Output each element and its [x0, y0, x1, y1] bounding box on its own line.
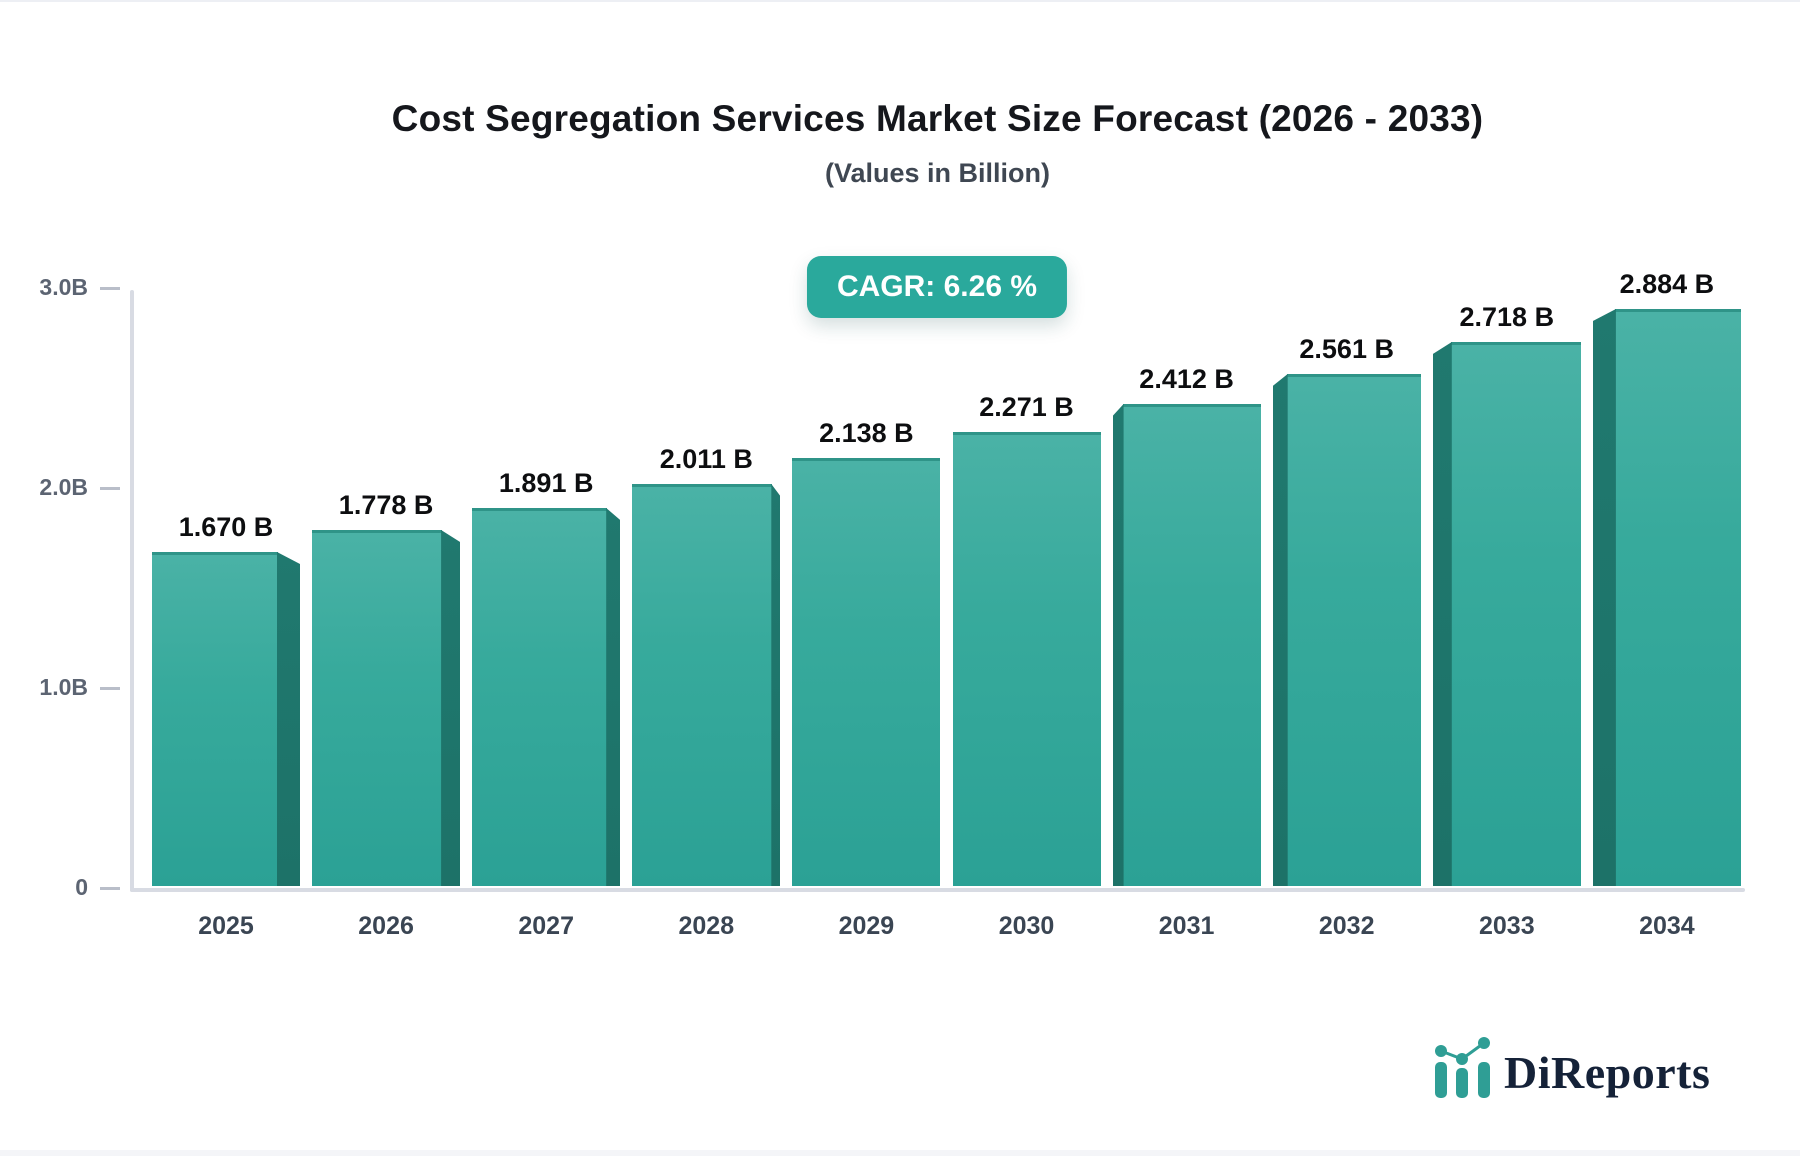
bar-2030 [952, 432, 1101, 886]
bar-value-label-2030: 2.271 B [979, 392, 1074, 422]
x-axis-label-2031: 2031 [1158, 912, 1215, 940]
cagr-badge: CAGR: 6.26 % [806, 256, 1068, 318]
bar-side-3d [1272, 374, 1288, 886]
bar-face [1286, 374, 1421, 886]
bar-side-3d [1112, 404, 1124, 886]
y-axis-line [130, 290, 134, 892]
bar-2029 [792, 458, 941, 886]
x-axis-label-2025: 2025 [198, 912, 254, 940]
bar-value-label-2028: 2.011 B [659, 444, 753, 474]
y-tick-mark [100, 487, 120, 490]
bar-face [312, 530, 443, 886]
bar-2034 [1592, 309, 1741, 886]
bar-value-label-2032: 2.561 B [1299, 334, 1394, 364]
bar-2028 [632, 484, 781, 886]
bar-value-label-2029: 2.138 B [819, 418, 914, 448]
bar-2033 [1432, 342, 1581, 886]
bar-side-3d [277, 552, 300, 886]
bar-value-label-2025: 1.670 B [178, 512, 274, 542]
direports-logo-icon [1435, 1037, 1490, 1098]
bar-side-3d [1592, 309, 1616, 886]
bar-2025 [152, 552, 300, 886]
x-axis-label-2030: 2030 [998, 912, 1055, 940]
x-axis-label-2034: 2034 [1639, 912, 1695, 940]
x-axis-line [130, 888, 1745, 892]
plot-area: 3.0B 2.0B 1.0B 0 1.670 B 1.778 B 1.891 B 2.011… [39, 269, 1745, 940]
bar-2031 [1112, 404, 1261, 886]
bar-2026 [312, 530, 461, 886]
x-axis-label-2027: 2027 [518, 912, 574, 940]
bar-value-label-2033: 2.718 B [1459, 302, 1555, 332]
bar-face [1450, 342, 1581, 886]
chart-subtitle: (Values in Billion) [824, 158, 1051, 188]
y-tick-mark [100, 887, 120, 890]
bar-side-3d [1432, 342, 1452, 886]
bar-side-3d [606, 508, 621, 886]
y-tick-label: 3.0B [39, 274, 88, 300]
y-tick-mark [100, 687, 120, 690]
x-axis-label-2032: 2032 [1318, 912, 1375, 940]
chart-title: Cost Segregation Services Market Size Fo… [391, 98, 1484, 139]
x-axis-label-2026: 2026 [358, 912, 414, 940]
bar-value-label-2034: 2.884 B [1619, 269, 1715, 299]
y-tick-label: 2.0B [39, 474, 88, 500]
bar-face [1614, 309, 1741, 886]
bar-side-3d [771, 484, 781, 886]
x-axis-label-2028: 2028 [678, 912, 735, 940]
bar-value-label-2031: 2.412 B [1139, 364, 1234, 394]
x-axis-label-2033: 2033 [1478, 912, 1535, 940]
bar-face [472, 508, 608, 886]
y-tick-label: 0 [75, 874, 88, 900]
direports-logo: DiReports [1432, 1034, 1710, 1098]
bar-face [952, 432, 1101, 886]
bar-side-3d [441, 530, 461, 886]
y-tick-mark [100, 287, 120, 290]
x-axis-label-2029: 2029 [838, 912, 895, 940]
bar-2027 [472, 508, 621, 886]
direports-logo-text: DiReports [1504, 1047, 1711, 1098]
bar-face [792, 458, 941, 886]
bar-2032 [1272, 374, 1421, 886]
bar-face [152, 552, 278, 886]
bar-face [632, 484, 773, 886]
chart-header: Cost Segregation Services Market Size Fo… [130, 98, 1745, 189]
bar-face [1122, 404, 1261, 886]
bar-value-label-2026: 1.778 B [338, 490, 434, 520]
cagr-badge-label: CAGR: 6.26 % [836, 270, 1038, 303]
y-tick-label: 1.0B [39, 674, 88, 700]
bar-value-label-2027: 1.891 B [498, 468, 594, 498]
